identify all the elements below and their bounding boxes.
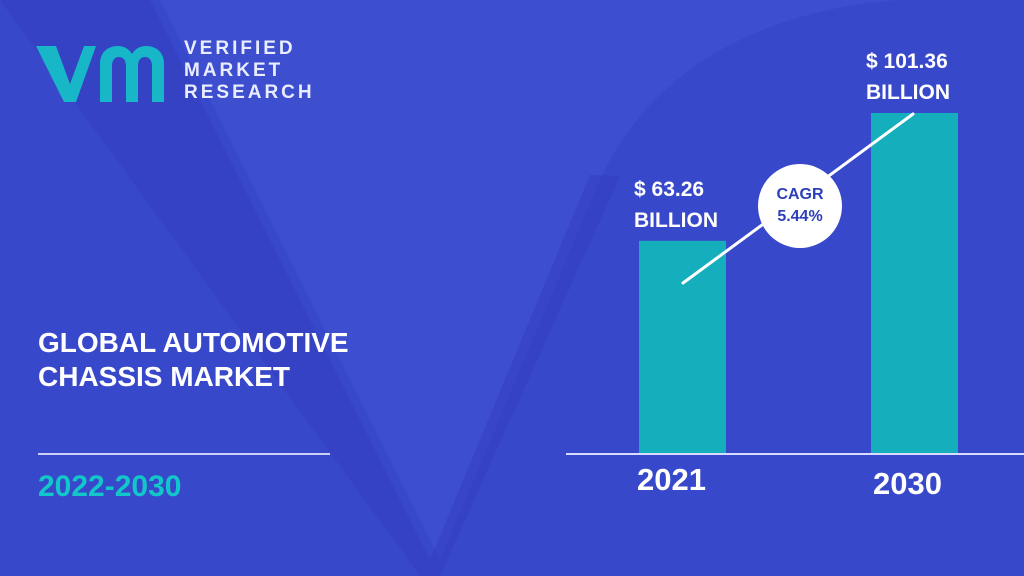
logo: VERIFIED MARKET RESEARCH [34, 38, 324, 108]
bar-unit-2030: BILLION [866, 81, 950, 104]
bar-value-label-2021: $ 63.26 BILLION [634, 174, 718, 236]
logo-line-1: VERIFIED [184, 38, 296, 59]
cagr-badge: CAGR 5.44% [758, 164, 842, 248]
chart-baseline [566, 453, 1024, 455]
bar-2030 [871, 113, 958, 453]
bar-value-label-2030: $ 101.36 BILLION [866, 46, 950, 108]
x-tick-2030: 2030 [873, 466, 942, 501]
title-line-1: GLOBAL AUTOMOTIVE [38, 327, 349, 358]
forecast-period: 2022-2030 [38, 470, 182, 503]
page-title: GLOBAL AUTOMOTIVE CHASSIS MARKET [38, 326, 398, 394]
cagr-label: CAGR [776, 186, 824, 203]
cagr-value: 5.44% [777, 208, 823, 225]
vmr-logo-icon [36, 46, 164, 102]
bar-value-2030: $ 101.36 [866, 50, 948, 73]
logo-text: VERIFIED MARKET RESEARCH [184, 38, 315, 104]
title-divider [38, 453, 330, 455]
logo-line-3: RESEARCH [184, 82, 315, 103]
title-line-2: CHASSIS MARKET [38, 361, 291, 392]
bar-unit-2021: BILLION [634, 209, 718, 232]
logo-line-2: MARKET [184, 60, 284, 81]
x-tick-2021: 2021 [637, 462, 706, 497]
bar-2021 [639, 240, 726, 453]
bar-value-2021: $ 63.26 [634, 178, 705, 201]
